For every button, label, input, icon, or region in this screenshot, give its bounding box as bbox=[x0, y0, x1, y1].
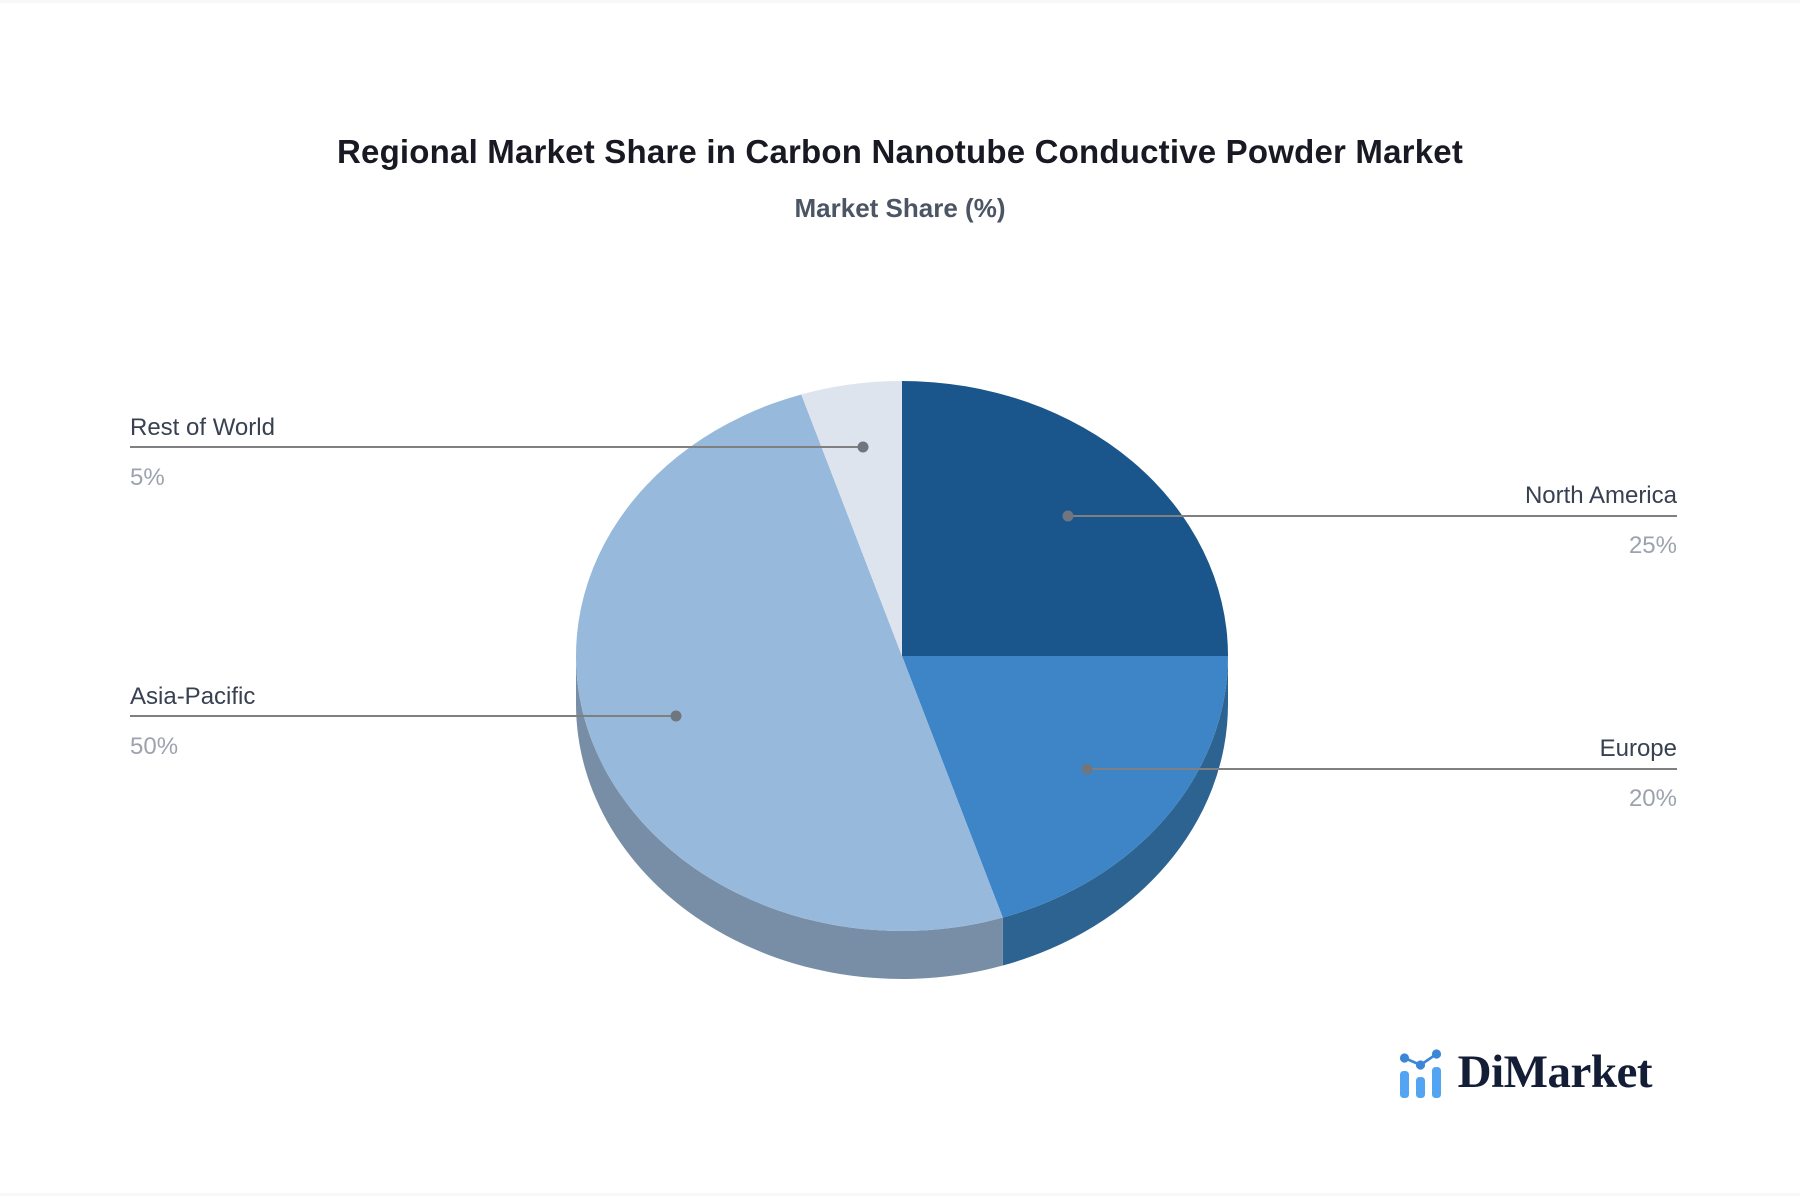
slice-value: 5% bbox=[130, 464, 165, 491]
pie-slice-side-asia-pacific bbox=[576, 656, 1003, 979]
dimarket-logo: DiMarket bbox=[1397, 1043, 1653, 1101]
slice-value: 50% bbox=[130, 733, 179, 760]
slice-name: Europe bbox=[1599, 735, 1677, 762]
chart-title: Regional Market Share in Carbon Nanotube… bbox=[336, 133, 1464, 170]
leader-lines bbox=[130, 441, 1677, 775]
slice-value: 25% bbox=[1628, 532, 1677, 559]
logo-text: DiMarket bbox=[1457, 1046, 1653, 1098]
pie-slice-asia-pacific bbox=[575, 394, 1003, 931]
slice-label-rest-of-world: Rest of World 5% bbox=[130, 413, 275, 493]
slice-name: Rest of World bbox=[130, 414, 275, 441]
chart-subtitle: Market Share (%) bbox=[794, 193, 1006, 223]
slice-label-north-america: North America 25% bbox=[1525, 481, 1677, 561]
slice-name: Asia-Pacific bbox=[130, 683, 256, 710]
pie-slices bbox=[575, 381, 1228, 931]
leader-dots bbox=[670, 441, 1093, 775]
slice-label-asia-pacific: Asia-Pacific 50% bbox=[130, 682, 255, 762]
slice-name: North America bbox=[1524, 482, 1677, 509]
slice-label-europe: Europe 20% bbox=[1600, 734, 1677, 814]
pie-slice-europe bbox=[902, 656, 1228, 918]
pie-slice-side-europe bbox=[1002, 656, 1228, 966]
slice-value: 20% bbox=[1628, 785, 1677, 812]
bar-line-chart-icon bbox=[1399, 1049, 1441, 1098]
pie-slice-rest-of-world bbox=[801, 381, 902, 656]
pie-3d-sides bbox=[576, 656, 1228, 979]
pie-chart bbox=[130, 381, 1677, 979]
